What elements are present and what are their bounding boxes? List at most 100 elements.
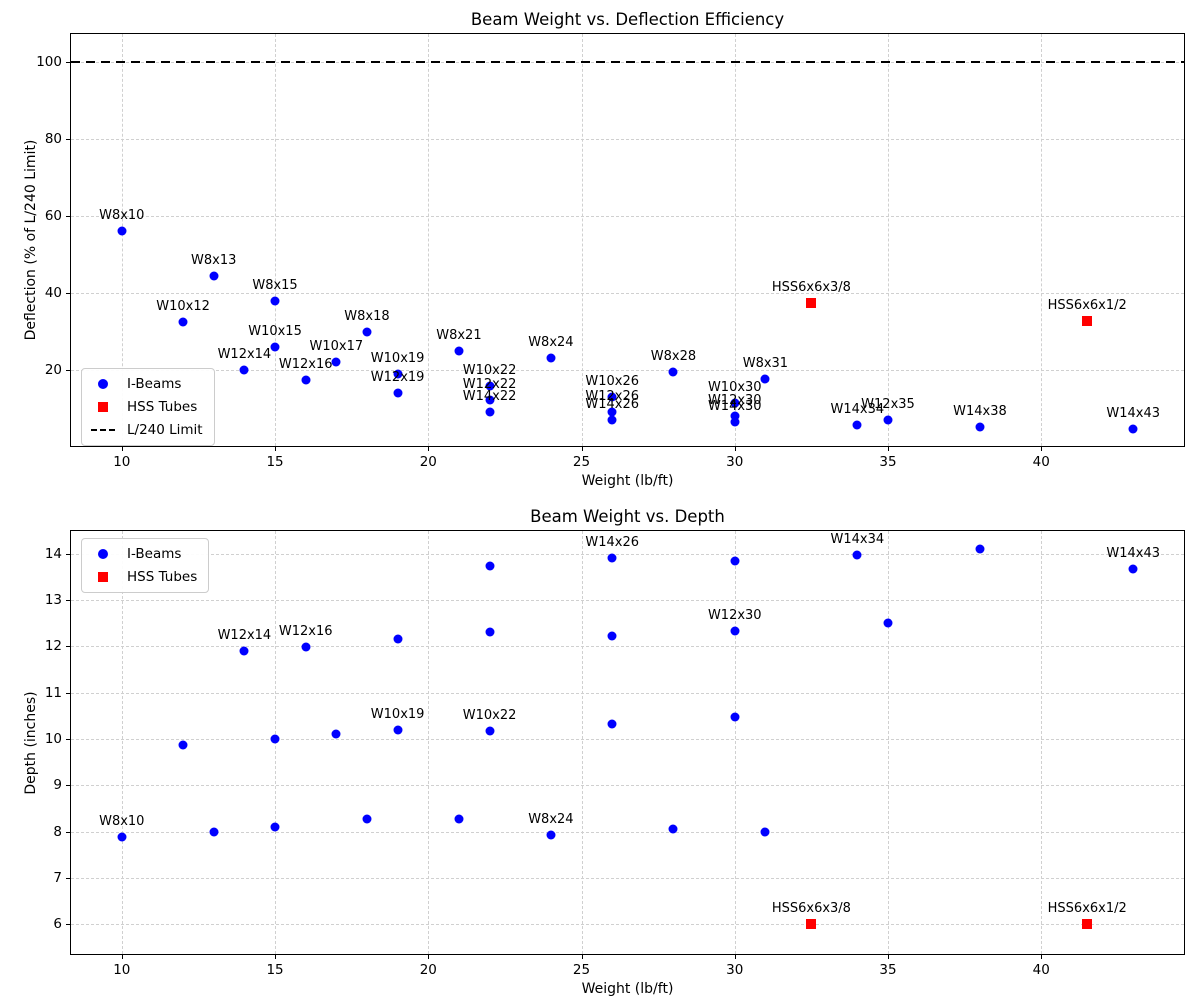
ibeam-data-point xyxy=(852,420,862,430)
ibeam-marker-icon xyxy=(98,379,108,389)
legend-label: I-Beams xyxy=(127,546,182,562)
x-tick-label: 20 xyxy=(419,454,437,470)
hss-data-point xyxy=(1082,919,1093,930)
ibeam-data-point xyxy=(301,375,311,385)
gridline xyxy=(428,531,430,954)
ibeam-data-point xyxy=(730,712,740,722)
point-label: W8x15 xyxy=(252,278,298,294)
point-label: W14x26 xyxy=(585,534,639,550)
ibeam-data-point xyxy=(607,415,617,425)
ibeam-data-point xyxy=(668,824,678,834)
point-label: W12x35 xyxy=(861,397,915,413)
y-tick-label: 6 xyxy=(53,916,62,933)
legend-swatch xyxy=(91,379,115,389)
ibeam-data-point xyxy=(485,726,495,736)
x-tick-label: 15 xyxy=(266,454,284,470)
gridline xyxy=(888,34,889,446)
point-label: W10x12 xyxy=(156,298,210,314)
point-label: HSS6x6x3/8 xyxy=(771,280,851,296)
ibeam-data-point xyxy=(331,357,341,367)
x-tick-label: 25 xyxy=(572,454,591,470)
x-tick-label: 30 xyxy=(726,962,744,978)
y-tick-mark xyxy=(66,646,70,648)
point-label: W8x31 xyxy=(742,355,789,371)
gridline xyxy=(71,739,1184,741)
ibeam-data-point xyxy=(393,725,403,735)
x-tick-mark xyxy=(888,955,889,959)
ibeam-data-point xyxy=(393,388,403,398)
gridline xyxy=(71,215,1184,217)
y-tick-mark xyxy=(66,785,70,787)
point-label: W8x28 xyxy=(650,348,697,364)
point-label: W14x22 xyxy=(462,388,517,404)
point-label: W8x21 xyxy=(436,328,482,344)
point-label: HSS6x6x1/2 xyxy=(1047,298,1127,314)
point-label: W12x22 xyxy=(462,377,517,393)
hss-data-point xyxy=(1082,316,1093,327)
x-tick-mark xyxy=(121,955,123,959)
y-tick-mark xyxy=(66,369,70,371)
gridline xyxy=(71,553,1184,555)
gridline xyxy=(71,292,1184,294)
y-tick-mark xyxy=(66,924,70,926)
ibeam-data-point xyxy=(730,417,740,427)
plot-area xyxy=(70,33,1185,447)
x-tick-mark xyxy=(581,955,583,959)
ibeam-data-point xyxy=(1128,564,1138,574)
legend-label: I-Beams xyxy=(127,376,182,392)
legend-item: I-Beams xyxy=(91,546,197,562)
ibeam-data-point xyxy=(668,367,678,377)
ibeam-data-point xyxy=(485,627,495,637)
y-tick-mark xyxy=(66,599,70,601)
y-tick-mark xyxy=(66,739,70,741)
ibeam-data-point xyxy=(209,271,219,281)
point-label: W10x22 xyxy=(462,363,517,379)
point-label: W12x19 xyxy=(370,370,425,386)
x-tick-mark xyxy=(734,447,736,451)
point-label: W14x38 xyxy=(953,403,1007,419)
ibeam-data-point xyxy=(607,553,617,563)
point-label: W8x10 xyxy=(99,208,145,224)
ibeam-data-point xyxy=(270,342,280,352)
ibeam-data-point xyxy=(852,550,862,560)
gridline xyxy=(581,34,583,446)
ibeam-data-point xyxy=(883,415,893,425)
legend-swatch xyxy=(91,549,115,559)
ibeam-data-point xyxy=(454,814,464,824)
legend-label: HSS Tubes xyxy=(127,399,198,415)
point-label: W10x30 xyxy=(707,380,762,396)
y-tick-label: 14 xyxy=(44,545,62,562)
x-tick-label: 15 xyxy=(266,962,284,978)
x-tick-mark xyxy=(1041,955,1043,959)
point-label: W14x34 xyxy=(830,402,885,418)
point-label: HSS6x6x1/2 xyxy=(1047,901,1127,917)
point-label: W14x34 xyxy=(830,531,885,547)
ibeam-data-point xyxy=(1128,424,1138,433)
ibeam-data-point xyxy=(607,392,617,402)
point-label: W10x26 xyxy=(585,373,639,389)
y-tick-mark xyxy=(66,292,70,294)
x-tick-label: 40 xyxy=(1032,454,1050,470)
y-tick-mark xyxy=(66,138,70,140)
y-tick-label: 20 xyxy=(44,361,62,378)
gridline xyxy=(888,531,889,954)
gridline xyxy=(71,646,1184,648)
reference-line xyxy=(71,60,1184,63)
point-label: W14x30 xyxy=(707,398,762,414)
legend-item: HSS Tubes xyxy=(91,399,203,415)
ibeam-data-point xyxy=(270,822,280,832)
point-label: W8x18 xyxy=(344,309,390,325)
gridline xyxy=(71,369,1184,371)
x-tick-mark xyxy=(121,447,123,451)
point-label: W14x43 xyxy=(1106,405,1161,421)
ibeam-data-point xyxy=(117,226,127,236)
ibeam-data-point xyxy=(607,407,617,417)
point-label: W14x43 xyxy=(1106,546,1161,562)
gridline xyxy=(71,785,1184,787)
legend-label: HSS Tubes xyxy=(127,569,198,585)
legend-item: I-Beams xyxy=(91,376,203,392)
point-label: W10x19 xyxy=(370,706,425,722)
dashed-line-icon xyxy=(91,429,115,431)
legend: I-Beams HSS Tubes xyxy=(81,538,210,593)
gridline xyxy=(71,692,1184,694)
